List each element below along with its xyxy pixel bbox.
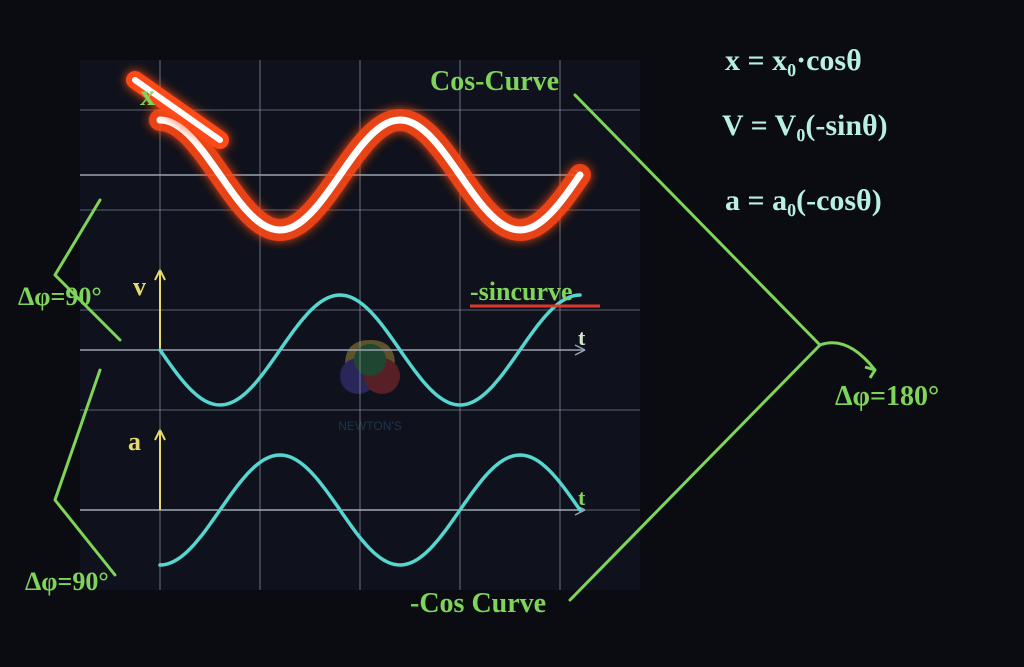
equation-x: x = x₀·cosθ xyxy=(725,44,862,77)
a-axis-label: a xyxy=(128,427,141,456)
delta-phi-bottom: Δφ=90° xyxy=(25,567,109,596)
neg-cos-label: -Cos Curve xyxy=(410,588,546,619)
cos-curve-label: Cos-Curve xyxy=(430,66,559,97)
t-label-a: t xyxy=(578,485,586,510)
t-label-v: t xyxy=(578,325,586,350)
equation-v: V = V₀(-sinθ) xyxy=(722,109,888,142)
v-axis-label: v xyxy=(133,272,146,301)
delta-phi-right: Δφ=180° xyxy=(835,381,939,412)
watermark-logo: NEWTON'S xyxy=(338,340,401,433)
delta-phi-top: Δφ=90° xyxy=(18,282,102,311)
x-axis-label: x xyxy=(140,79,155,112)
neg-sin-label: -sincurve xyxy=(470,277,573,306)
watermark-caption: NEWTON'S xyxy=(338,419,401,433)
diagram-canvas: NEWTON'SxCos-Curvev-sincurvetat-Cos Curv… xyxy=(0,0,1024,667)
equation-a: a = a₀(-cosθ) xyxy=(725,184,882,217)
